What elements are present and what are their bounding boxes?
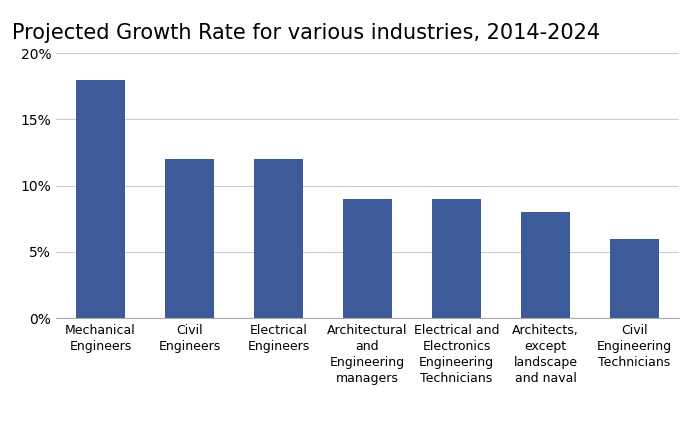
Bar [610,239,659,318]
Bar [432,199,481,318]
Bar [165,159,214,318]
Bar [521,212,570,318]
Bar [343,199,392,318]
Text: Projected Growth Rate for various industries, 2014-2024: Projected Growth Rate for various indust… [13,23,601,43]
Bar [76,80,125,318]
Bar [254,159,303,318]
